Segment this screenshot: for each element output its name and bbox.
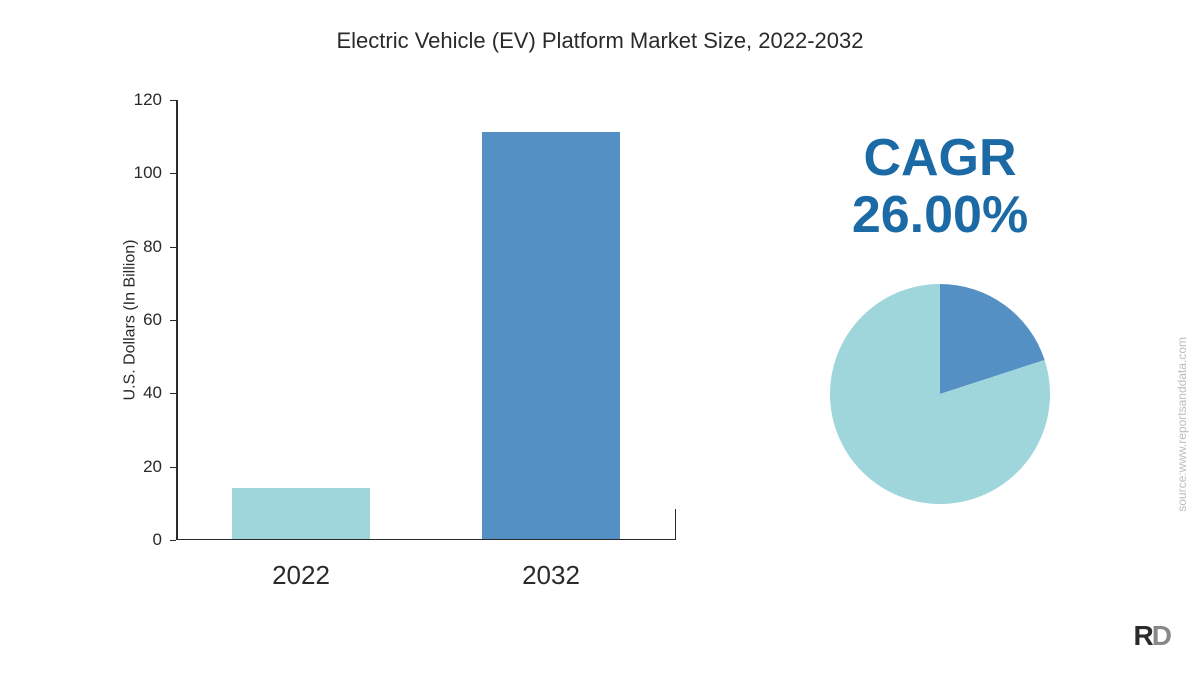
y-tick-mark [170, 540, 176, 541]
y-tick-label: 0 [122, 530, 162, 550]
y-tick-label: 20 [122, 457, 162, 477]
y-axis: 020406080100120 [120, 100, 170, 540]
cagr-label: CAGR [770, 130, 1110, 187]
chart-container: Electric Vehicle (EV) Platform Market Si… [0, 0, 1200, 674]
right-axis-stub [675, 509, 677, 539]
x-tick-label: 2022 [272, 560, 330, 591]
logo: RD [1134, 620, 1170, 652]
cagr-panel: CAGR 26.00% [770, 130, 1110, 504]
y-tick-label: 40 [122, 383, 162, 403]
chart-title: Electric Vehicle (EV) Platform Market Si… [0, 0, 1200, 54]
pie-svg [830, 284, 1050, 504]
y-tick-label: 80 [122, 237, 162, 257]
logo-r: R [1134, 620, 1152, 651]
bar [482, 132, 620, 539]
y-tick-label: 120 [122, 90, 162, 110]
logo-d: D [1152, 620, 1170, 651]
pie-chart [770, 284, 1110, 504]
bar-chart: U.S. Dollars (In Billion) 02040608010012… [120, 100, 680, 540]
plot-area [176, 100, 676, 540]
bar [232, 488, 370, 539]
x-tick-label: 2032 [522, 560, 580, 591]
cagr-value: 26.00% [770, 187, 1110, 244]
y-tick-label: 60 [122, 310, 162, 330]
y-axis-line [176, 100, 178, 539]
y-tick-label: 100 [122, 163, 162, 183]
source-text: source:www.reportsanddata.com [1175, 337, 1189, 512]
